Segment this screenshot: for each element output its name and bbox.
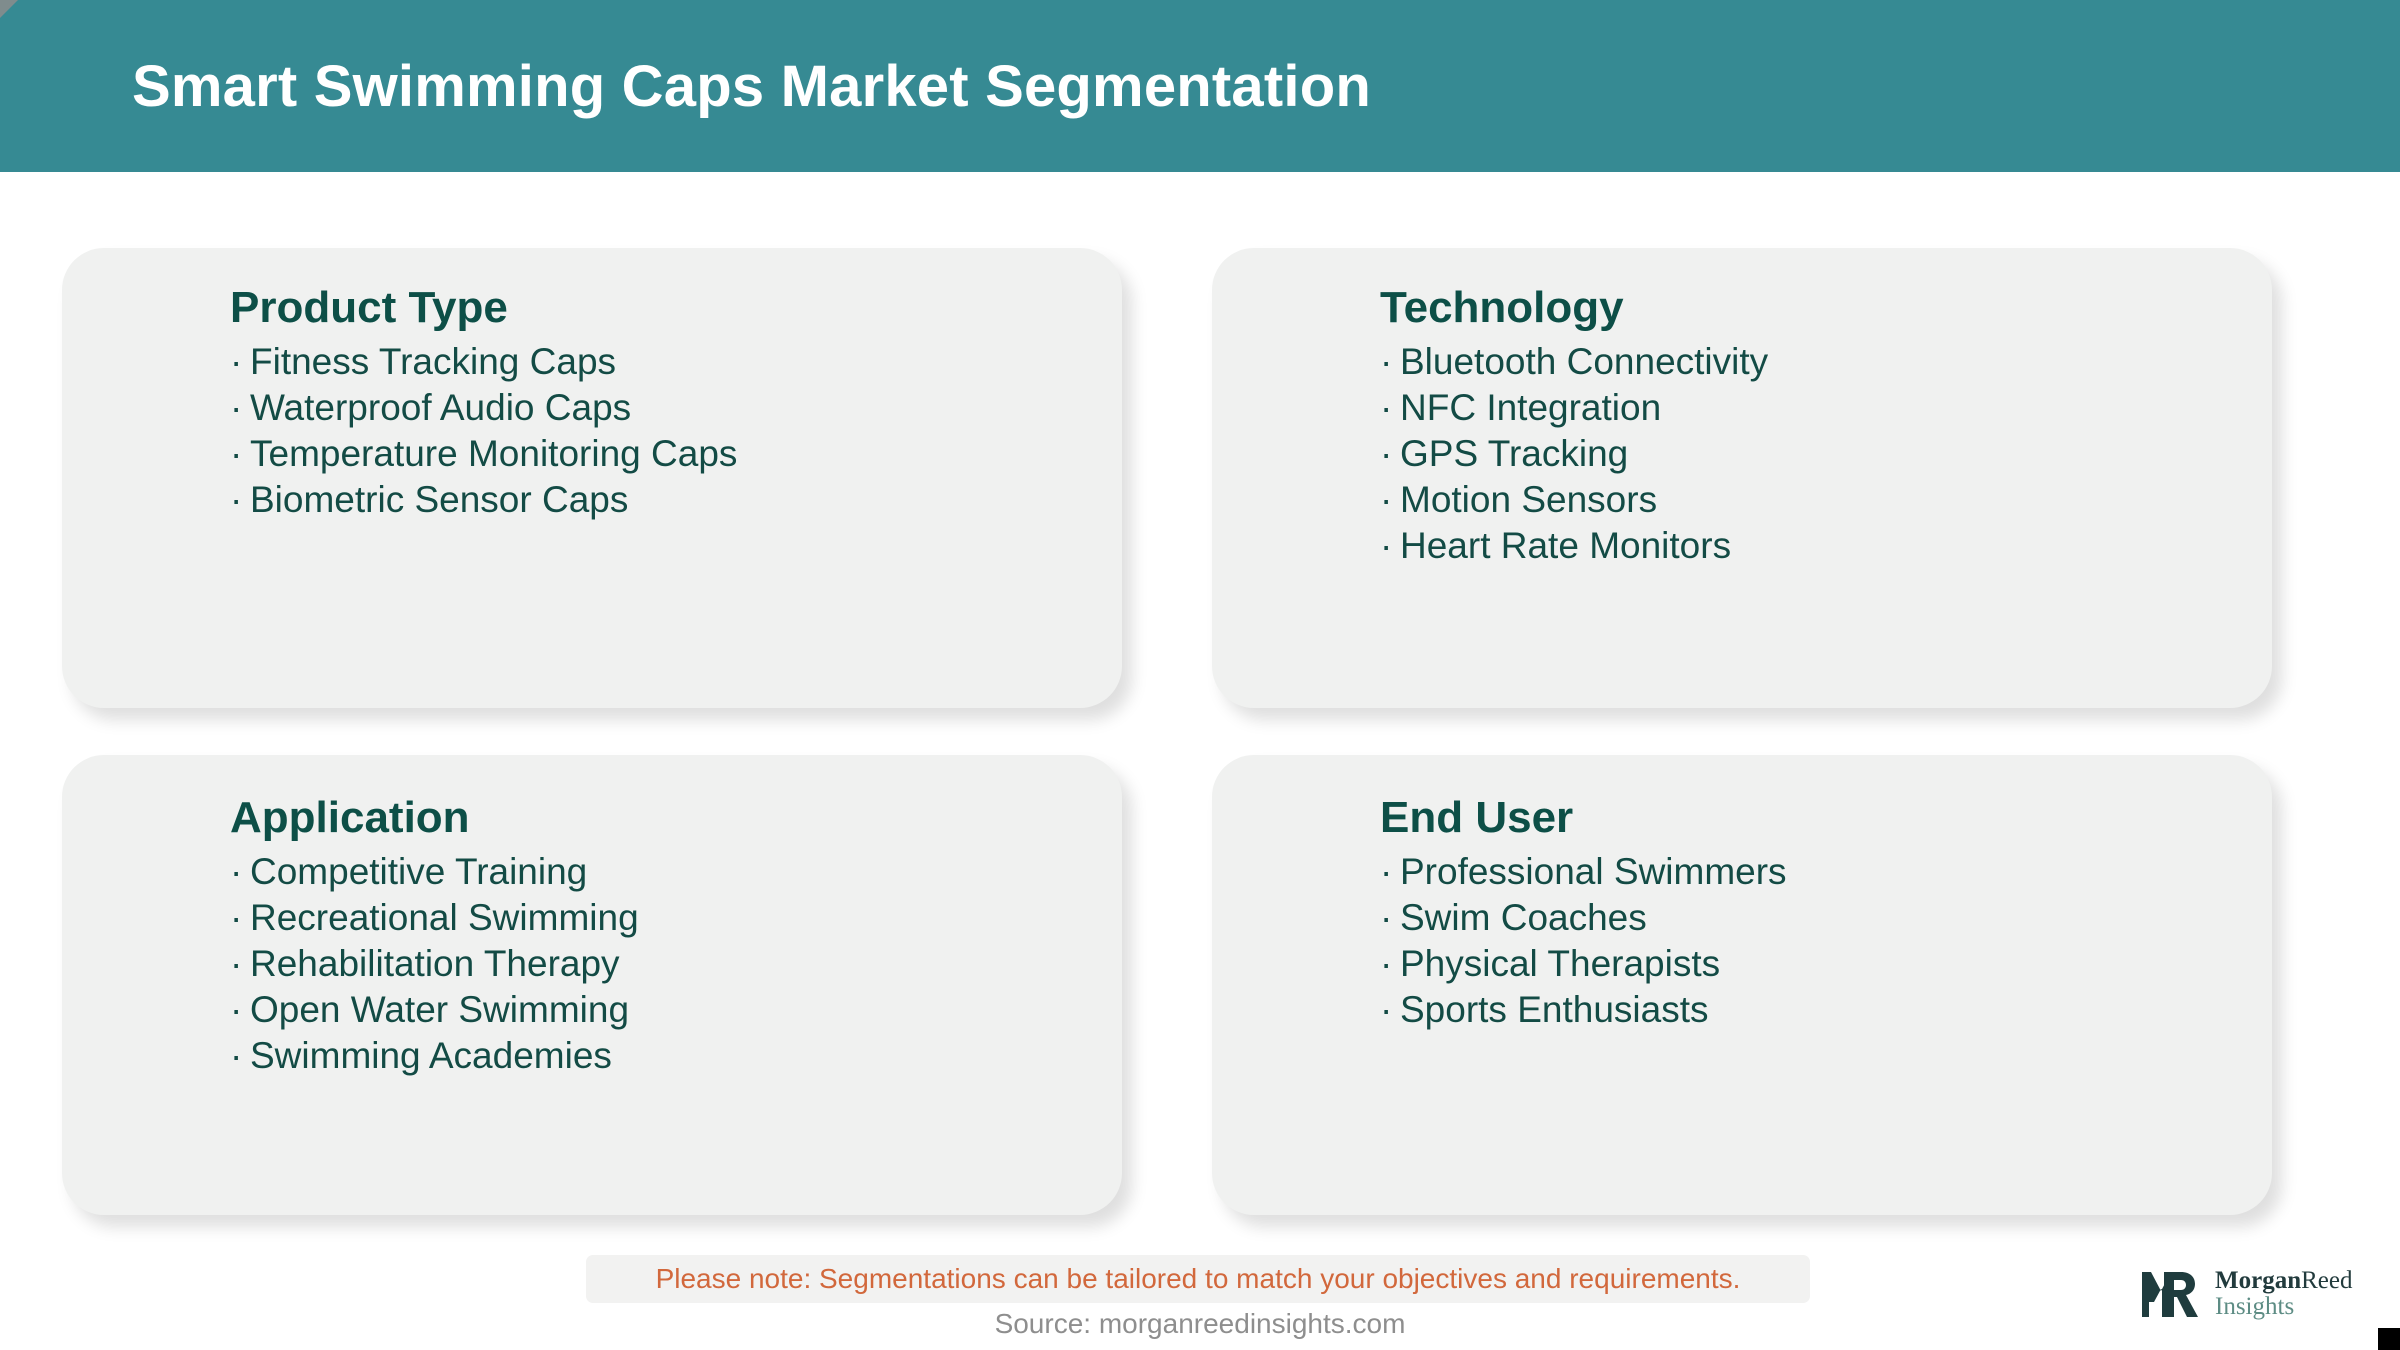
list-item-label: Recreational Swimming: [250, 897, 639, 938]
bullet-icon: ·: [1380, 851, 1393, 892]
list-item: · Competitive Training: [230, 849, 639, 895]
list-item-label: NFC Integration: [1400, 387, 1662, 428]
logo-reed-text: Reed: [2301, 1267, 2353, 1294]
segment-card-application[interactable]: Application · Competitive Training · Recre…: [62, 755, 1122, 1215]
bullet-icon: ·: [1380, 943, 1393, 984]
list-item-label: Rehabilitation Therapy: [250, 943, 620, 984]
list-item-label: Professional Swimmers: [1400, 851, 1787, 892]
bullet-icon: ·: [230, 989, 243, 1030]
logo-insights-text: Insights: [2215, 1292, 2295, 1320]
list-item-label: Motion Sensors: [1400, 479, 1658, 520]
bullet-icon: ·: [230, 433, 243, 474]
note-text: Please note: Segmentations can be tailor…: [655, 1263, 1741, 1294]
list-item-label: GPS Tracking: [1400, 433, 1629, 474]
list-item-label: Biometric Sensor Caps: [250, 479, 629, 520]
bullet-icon: ·: [230, 943, 243, 984]
card-heading: End User: [1380, 793, 1574, 842]
list-item: · Swim Coaches: [1380, 895, 1787, 941]
list-item: · Bluetooth Connectivity: [1380, 339, 1768, 385]
list-item: · Motion Sensors: [1380, 477, 1768, 523]
list-item-label: Open Water Swimming: [250, 989, 630, 1030]
brand-logo: MorganReed Insights: [2140, 1268, 2352, 1319]
list-item: · NFC Integration: [1380, 385, 1768, 431]
card-heading: Technology: [1380, 283, 1624, 332]
bullet-icon: ·: [230, 1035, 243, 1076]
list-item-label: Competitive Training: [250, 851, 588, 892]
corner-fold-icon: [0, 0, 18, 18]
list-item: · GPS Tracking: [1380, 431, 1768, 477]
list-item: · Professional Swimmers: [1380, 849, 1787, 895]
card-content: Application · Competitive Training · Recre…: [230, 790, 639, 1079]
list-item-label: Swimming Academies: [250, 1035, 612, 1076]
bullet-icon: ·: [230, 479, 243, 520]
page-header: Smart Swimming Caps Market Segmentation: [0, 0, 2400, 172]
list-item: · Recreational Swimming: [230, 895, 639, 941]
card-list: · Competitive Training · Recreational Swim…: [230, 849, 639, 1079]
list-item-label: Bluetooth Connectivity: [1400, 341, 1769, 382]
list-item: · Fitness Tracking Caps: [230, 339, 737, 385]
bullet-icon: ·: [230, 387, 243, 428]
list-item: · Sports Enthusiasts: [1380, 987, 1787, 1033]
card-list: · Professional Swimmers · Swim Coaches · Ph…: [1380, 849, 1787, 1033]
card-heading: Product Type: [230, 283, 508, 332]
bullet-icon: ·: [230, 341, 243, 382]
list-item-label: Physical Therapists: [1400, 943, 1721, 984]
list-item: · Biometric Sensor Caps: [230, 477, 737, 523]
source-text: Source: morganreedinsights.com: [994, 1308, 1406, 1339]
list-item-label: Heart Rate Monitors: [1400, 525, 1732, 566]
list-item-label: Temperature Monitoring Caps: [250, 433, 738, 474]
list-item-label: Fitness Tracking Caps: [250, 341, 617, 382]
list-item: · Waterproof Audio Caps: [230, 385, 737, 431]
segmentation-grid: Product Type · Fitness Tracking Caps · Wat…: [0, 172, 2400, 1232]
list-item: · Temperature Monitoring Caps: [230, 431, 737, 477]
card-content: End User · Professional Swimmers · Swim Co…: [1380, 790, 1787, 1033]
list-item: · Physical Therapists: [1380, 941, 1787, 987]
logo-morgan-text: Morgan: [2215, 1267, 2302, 1294]
note-banner: Please note: Segmentations can be tailor…: [586, 1255, 1810, 1303]
bullet-icon: ·: [230, 851, 243, 892]
bullet-icon: ·: [230, 897, 243, 938]
page-title: Smart Swimming Caps Market Segmentation: [132, 53, 1371, 119]
mr-monogram-icon: [2142, 1271, 2198, 1317]
list-item-label: Sports Enthusiasts: [1400, 989, 1709, 1030]
segment-card-technology[interactable]: Technology · Bluetooth Connectivity · NFC …: [1212, 248, 2272, 708]
bullet-icon: ·: [1380, 897, 1393, 938]
bullet-icon: ·: [1380, 989, 1393, 1030]
logo-line-one: MorganReed: [2215, 1268, 2352, 1294]
bullet-icon: ·: [1380, 479, 1393, 520]
bullet-icon: ·: [1380, 433, 1393, 474]
corner-marker: [2378, 1328, 2400, 1350]
list-item-label: Waterproof Audio Caps: [250, 387, 632, 428]
list-item: · Heart Rate Monitors: [1380, 523, 1768, 569]
list-item: · Swimming Academies: [230, 1033, 639, 1079]
card-list: · Bluetooth Connectivity · NFC Integration…: [1380, 339, 1768, 569]
list-item: · Rehabilitation Therapy: [230, 941, 639, 987]
list-item-label: Swim Coaches: [1400, 897, 1647, 938]
card-list: · Fitness Tracking Caps · Waterproof Audio…: [230, 339, 737, 523]
card-content: Technology · Bluetooth Connectivity · NFC …: [1380, 280, 1768, 569]
logo-wordmark: MorganReed Insights: [2215, 1268, 2352, 1319]
card-heading: Application: [230, 793, 470, 842]
segment-card-end-user[interactable]: End User · Professional Swimmers · Swim Co…: [1212, 755, 2272, 1215]
card-content: Product Type · Fitness Tracking Caps · Wat…: [230, 280, 737, 523]
bullet-icon: ·: [1380, 341, 1393, 382]
bullet-icon: ·: [1380, 525, 1393, 566]
segment-card-product-type[interactable]: Product Type · Fitness Tracking Caps · Wat…: [62, 248, 1122, 708]
bullet-icon: ·: [1380, 387, 1393, 428]
list-item: · Open Water Swimming: [230, 987, 639, 1033]
